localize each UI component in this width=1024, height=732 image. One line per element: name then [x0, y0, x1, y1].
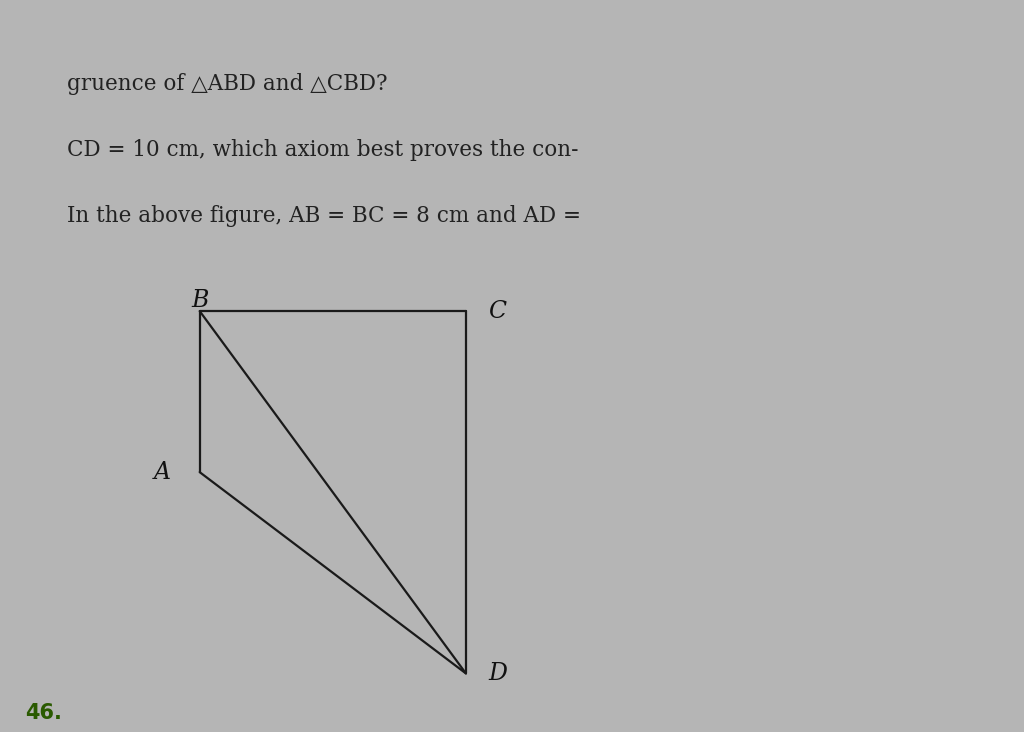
- Text: In the above figure, AB = BC = 8 cm and AD =: In the above figure, AB = BC = 8 cm and …: [67, 205, 581, 227]
- Text: gruence of △ABD and △CBD?: gruence of △ABD and △CBD?: [67, 73, 387, 95]
- Text: B: B: [191, 289, 208, 312]
- Text: 46.: 46.: [26, 703, 62, 722]
- Text: CD = 10 cm, which axiom best proves the con-: CD = 10 cm, which axiom best proves the …: [67, 139, 579, 161]
- Text: A: A: [154, 460, 171, 484]
- Text: C: C: [488, 299, 507, 323]
- Text: D: D: [488, 662, 508, 685]
